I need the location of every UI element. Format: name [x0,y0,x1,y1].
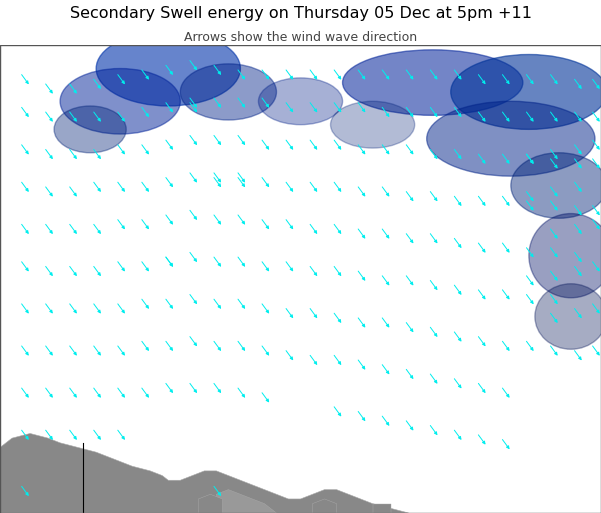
Polygon shape [216,489,276,513]
Ellipse shape [60,69,180,134]
Ellipse shape [331,101,415,148]
Ellipse shape [258,78,343,125]
Polygon shape [0,433,409,513]
Text: Arrows show the wind wave direction: Arrows show the wind wave direction [184,30,417,44]
Ellipse shape [96,31,240,106]
Polygon shape [373,504,391,513]
Ellipse shape [54,106,126,153]
Ellipse shape [529,213,601,298]
Polygon shape [313,499,337,513]
Ellipse shape [451,54,601,129]
Ellipse shape [535,284,601,349]
Ellipse shape [180,64,276,120]
Ellipse shape [343,50,523,115]
Ellipse shape [427,101,595,176]
Polygon shape [198,495,222,513]
Text: Secondary Swell energy on Thursday 05 Dec at 5pm +11: Secondary Swell energy on Thursday 05 De… [70,6,531,21]
Ellipse shape [511,153,601,218]
